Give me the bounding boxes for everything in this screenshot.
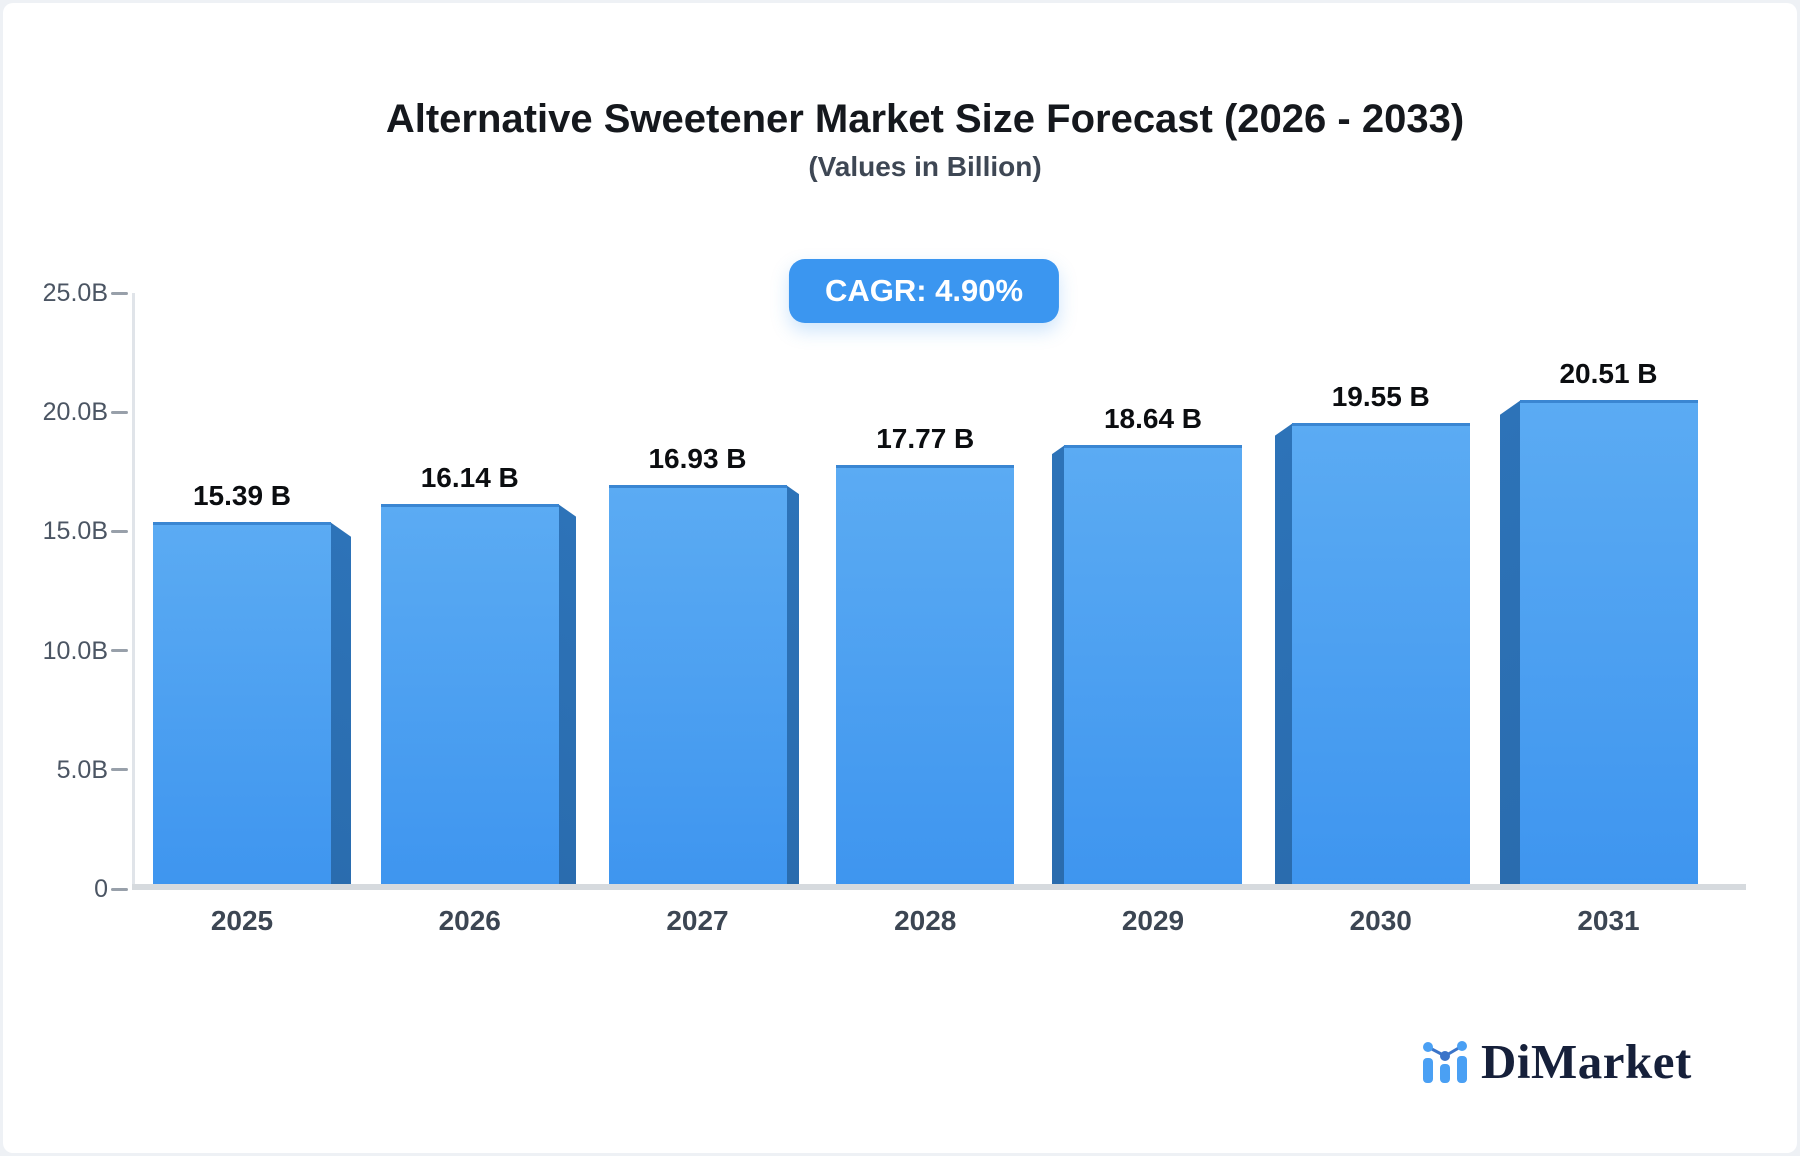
bar-value-label-2031: 20.51 B — [1559, 358, 1658, 390]
chart-title: Alternative Sweetener Market Size Foreca… — [385, 97, 1465, 141]
y-tick-label: 10.0B — [42, 636, 108, 665]
x-tick-label-2031: 2031 — [1577, 905, 1640, 936]
bar-value-label-2027: 16.93 B — [648, 443, 747, 475]
x-tick-label-2026: 2026 — [438, 905, 501, 936]
x-tick-label-2025: 2025 — [210, 905, 274, 936]
mini-bar-chart-logo-icon — [1423, 1041, 1467, 1083]
bar-value-label-2028: 17.77 B — [876, 423, 975, 455]
brand-logo: DiMarket — [1421, 1029, 1692, 1093]
chart-subtitle: (Values in Billion) — [808, 151, 1042, 182]
x-tick-label-2028: 2028 — [894, 905, 957, 936]
x-tick-label-2027: 2027 — [666, 905, 729, 936]
chart-card: Alternative Sweetener Market Size Foreca… — [3, 3, 1797, 1153]
bar-3d-side-2025 — [330, 522, 351, 889]
bar-2025 — [153, 522, 331, 889]
bar-2031 — [1519, 400, 1698, 889]
y-tick-label: 25.0B — [42, 279, 108, 307]
y-axis-line — [132, 293, 135, 889]
y-tick-mark — [111, 291, 128, 295]
bar-value-label-2026: 16.14 B — [420, 462, 519, 494]
bar-2028 — [836, 465, 1015, 889]
bar-3d-side-2027 — [785, 485, 799, 889]
bar-value-label-2029: 18.64 B — [1103, 402, 1203, 434]
bar-value-label-2025: 15.39 B — [192, 480, 292, 512]
x-tick-label-2030: 2030 — [1349, 905, 1412, 936]
bar-3d-side-2026 — [557, 504, 576, 889]
bar-2029 — [1064, 444, 1242, 889]
bar-2030 — [1291, 422, 1470, 889]
y-tick-label: 0 — [94, 875, 108, 903]
bar-value-label-2030: 19.55 B — [1331, 380, 1430, 412]
brand-name: DiMarket — [1481, 1033, 1692, 1089]
y-tick-mark — [111, 410, 128, 414]
y-tick-label: 5.0B — [56, 755, 108, 784]
bar-3d-side-2031 — [1499, 400, 1521, 889]
bar-2026 — [380, 504, 559, 889]
x-axis-line — [132, 884, 1746, 890]
y-tick-mark — [111, 887, 128, 891]
bar-3d-side-2030 — [1274, 422, 1293, 889]
cagr-badge: CAGR: 4.90% — [788, 259, 1060, 323]
bar-2027 — [608, 485, 787, 889]
cagr-badge-label: CAGR: 4.90% — [824, 273, 1024, 308]
x-tick-label-2029: 2029 — [1121, 905, 1185, 936]
y-tick-mark — [111, 529, 128, 533]
y-tick-label: 15.0B — [42, 517, 108, 546]
plot-area: 15.39 B 16.14 B 16.93 B 17.77 B 18.64 B 19.55… — [3, 293, 1797, 889]
y-tick-mark — [111, 768, 128, 772]
y-tick-mark — [111, 649, 128, 653]
y-tick-label: 20.0B — [42, 398, 108, 427]
